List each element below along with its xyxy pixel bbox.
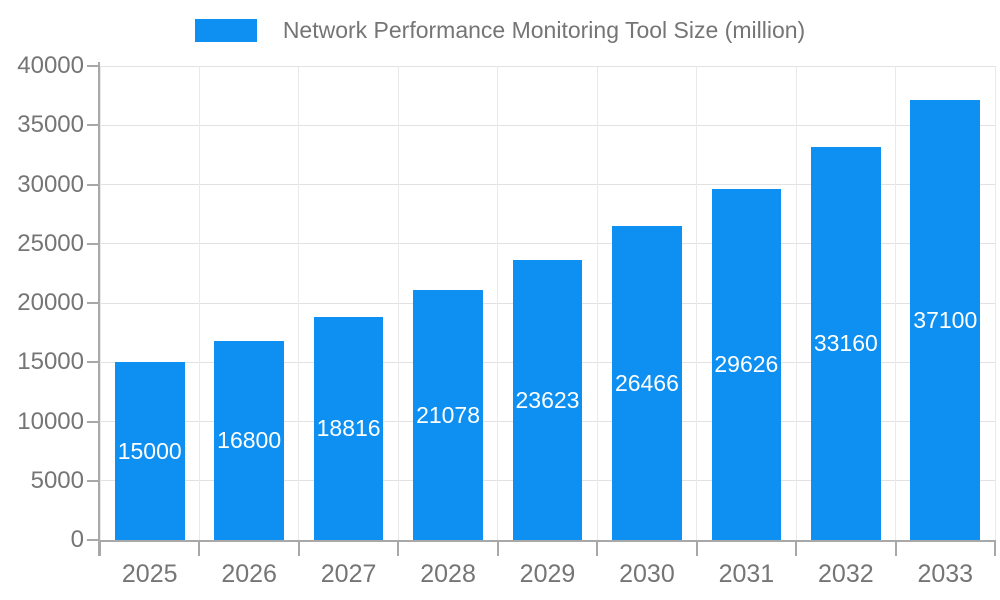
y-axis-tick: [87, 242, 100, 245]
h-gridline: [100, 243, 995, 245]
legend-swatch-icon: [194, 19, 257, 42]
v-gridline: [596, 66, 598, 540]
x-axis-tick: [99, 540, 101, 556]
bar: 18816: [313, 317, 384, 540]
x-tick-label: 2029: [519, 560, 576, 588]
bar: 33160: [811, 147, 881, 540]
h-gridline: [100, 65, 995, 67]
y-axis-tick: [87, 420, 100, 423]
x-axis-tick: [596, 540, 599, 556]
y-tick-label: 5000: [30, 466, 84, 494]
bar: 29626: [711, 188, 782, 540]
x-tick-label: 2032: [818, 560, 874, 588]
v-gridline: [795, 66, 797, 540]
x-tick-label: 2031: [718, 560, 775, 588]
y-tick-label: 15000: [17, 348, 84, 376]
y-tick-label: 0: [70, 526, 84, 553]
v-gridline: [696, 66, 698, 540]
x-tick-label: 2028: [420, 560, 476, 588]
bar: 37100: [910, 100, 981, 540]
y-tick-label: 30000: [17, 170, 84, 198]
bar: 16800: [214, 340, 284, 540]
x-axis-tick: [695, 540, 698, 556]
bar: 26466: [612, 226, 682, 540]
bar-value-label: 26466: [614, 369, 679, 396]
bar-value-label: 37100: [913, 306, 978, 333]
legend[interactable]: Network Performance Monitoring Tool Size…: [0, 17, 1000, 44]
y-axis-tick: [87, 361, 100, 364]
y-axis-line: [98, 62, 100, 556]
x-tick-label: 2027: [320, 560, 377, 588]
y-axis-tick: [87, 183, 100, 186]
bar-value-label: 29626: [714, 350, 779, 377]
x-axis-tick: [894, 540, 897, 556]
plot-area: 15000 16800 18816 21078 23623 26466 29626 33160…: [99, 65, 996, 541]
v-gridline: [397, 66, 399, 540]
y-tick-label: 40000: [17, 52, 84, 79]
y-axis-tick: [87, 539, 100, 541]
x-axis-tick: [397, 540, 400, 556]
h-gridline: [100, 124, 995, 126]
v-gridline: [198, 66, 200, 540]
v-gridline: [994, 66, 996, 540]
y-tick-label: 20000: [17, 289, 84, 316]
bar-value-label: 21078: [416, 401, 481, 428]
x-axis-tick: [297, 540, 300, 556]
x-axis-tick: [496, 540, 499, 556]
x-axis-line: [100, 540, 995, 542]
x-tick-label: 2030: [619, 560, 675, 588]
bar-value-label: 33160: [813, 330, 878, 357]
legend-label: Network Performance Monitoring Tool Size…: [282, 17, 806, 43]
x-tick-label: 2033: [917, 560, 974, 588]
x-axis-tick: [198, 540, 201, 556]
v-gridline: [497, 66, 499, 540]
y-tick-label: 25000: [17, 229, 84, 257]
y-tick-label: 10000: [17, 407, 84, 435]
v-gridline: [99, 66, 101, 540]
x-axis-tick: [795, 540, 798, 556]
bar-value-label: 15000: [117, 437, 182, 464]
bar-value-label: 23623: [515, 386, 580, 413]
y-axis-tick: [87, 65, 100, 67]
v-gridline: [895, 66, 897, 540]
bar: 21078: [413, 290, 483, 540]
x-tick-label: 2026: [221, 560, 277, 588]
bar: 15000: [114, 362, 185, 540]
bar: 23623: [512, 260, 583, 540]
x-tick-label: 2025: [121, 560, 178, 588]
x-axis-tick: [994, 540, 996, 556]
y-tick-label: 35000: [17, 111, 84, 139]
y-axis-tick: [87, 479, 100, 482]
y-axis-tick: [87, 124, 100, 127]
bar-value-label: 16800: [217, 426, 282, 453]
v-gridline: [298, 66, 300, 540]
h-gridline: [100, 184, 995, 185]
bar-value-label: 18816: [316, 415, 381, 441]
y-axis-tick: [87, 302, 100, 304]
